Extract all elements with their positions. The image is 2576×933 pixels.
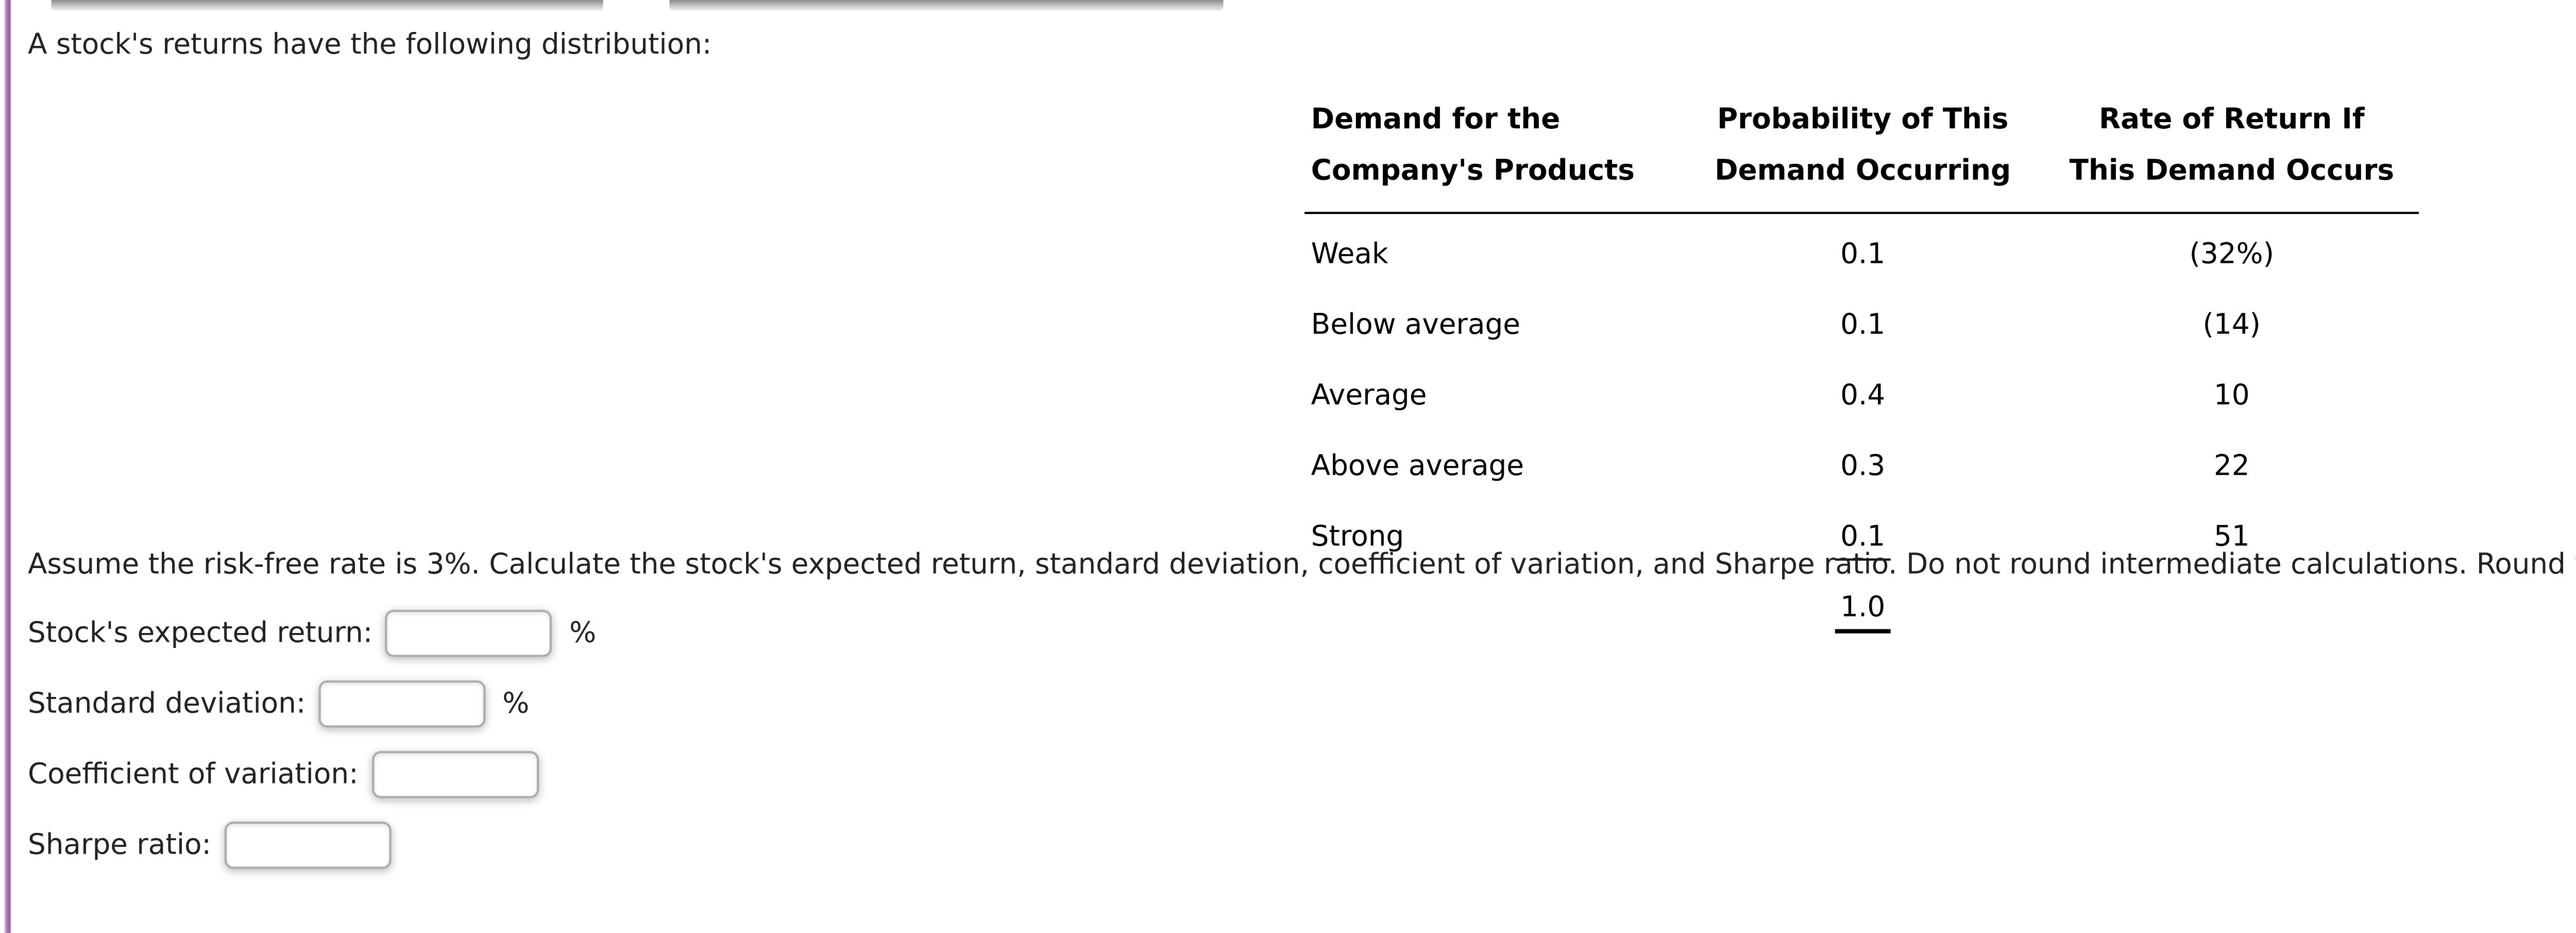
table-row: Below average 0.1 (14) [1311,310,2261,343]
table-row: Strong 0.1 51 [1304,496,2419,567]
answer-row-coefficient-of-variation: Coefficient of variation: [28,749,555,801]
column-header-probability: Probability of This Demand Occurring [1681,96,2045,214]
column-header-demand: Demand for the Company's Products [1304,96,1681,214]
coefficient-of-variation-input[interactable] [371,751,538,798]
answer-row-expected-return: Stock's expected return: % [28,608,596,659]
table-total-row: 1.0 [1304,567,2419,638]
cutoff-toolbar-button-1[interactable] [51,0,603,10]
cutoff-toolbar-button-2[interactable] [669,0,1224,10]
question-instructions-text: Assume the risk-free rate is 3%. Calcula… [27,549,2576,582]
panel-left-accent-border [4,0,10,933]
expected-return-input[interactable] [385,610,552,657]
standard-deviation-input[interactable] [318,680,486,728]
returns-distribution-table: Demand for the Company's Products Probab… [1304,96,2419,638]
last-probability-underlined: 0.1 [1834,522,1892,561]
expected-return-label: Stock's expected return: [27,617,373,649]
percent-sign: % [502,688,530,720]
probability-total: 1.0 [1834,593,1892,634]
column-header-rate-of-return: Rate of Return If This Demand Occurs [2044,96,2419,214]
sharpe-ratio-input[interactable] [224,822,391,869]
table-row: Average 0.4 10 [1311,380,2250,413]
table-header-row: Demand for the Company's Products Probab… [1304,96,2419,214]
answer-row-sharpe-ratio: Sharpe ratio: [28,820,408,871]
standard-deviation-label: Standard deviation: [27,688,306,720]
table-row: Weak 0.1 (32%) [1311,239,2274,272]
percent-sign: % [569,617,597,649]
table-row: Above average 0.3 22 [1311,451,2250,484]
question-intro-text: A stock's returns have the following dis… [27,30,712,62]
coefficient-of-variation-label: Coefficient of variation: [27,758,359,791]
sharpe-ratio-label: Sharpe ratio: [27,829,211,861]
answer-row-standard-deviation: Standard deviation: % [28,678,529,730]
